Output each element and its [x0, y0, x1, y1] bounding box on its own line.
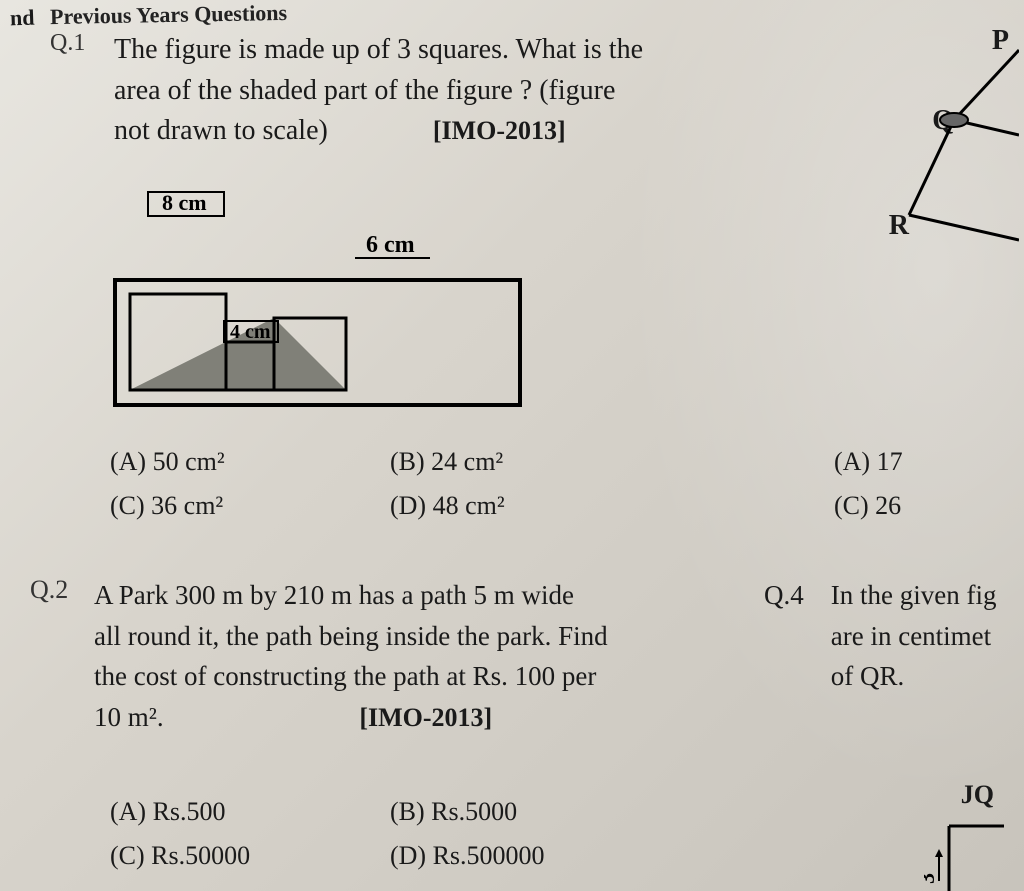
q2-number: Q.2 [30, 575, 90, 605]
q1-figure: 8 cm 4 cm 6 cm [90, 190, 540, 410]
question-4-partial: Q.4 In the given fig are in centimet of … [764, 575, 1024, 697]
label-3: 3 [924, 873, 939, 884]
right-opt-a: (A) 17 [834, 440, 984, 484]
label-4cm: 4 cm [230, 321, 271, 343]
q4-number: Q.4 [764, 575, 824, 616]
q2-opt-b: (B) Rs.5000 [390, 790, 670, 834]
header-text: Previous Years Questions [50, 0, 288, 30]
q2-line3: the cost of constructing the path at Rs.… [94, 661, 596, 691]
q4-line2: are in centimet [831, 621, 991, 651]
q2-text: A Park 300 m by 210 m has a path 5 m wid… [94, 575, 734, 737]
q1-line3: not drawn to scale) [114, 115, 328, 146]
edge-label: nd [10, 5, 35, 32]
q1-number: Q.1 [50, 30, 110, 57]
q2-opt-d: (D) Rs.500000 [390, 834, 670, 878]
q4-line1: In the given fig [831, 580, 997, 610]
line-pq [954, 50, 1019, 120]
question-2: Q.2 A Park 300 m by 210 m has a path 5 m… [30, 575, 750, 737]
page-root: nd Previous Years Questions Q.1 The figu… [0, 0, 1024, 891]
bottom-figure-svg: 3 [924, 821, 1004, 891]
q4-line3: of QR. [831, 661, 905, 691]
q2-options: (A) Rs.500 (B) Rs.5000 (C) Rs.50000 (D) … [110, 790, 670, 878]
right-figure-svg [899, 40, 1019, 260]
q1-text: The figure is made up of 3 squares. What… [114, 30, 754, 152]
q1-opt-b: (B) 24 cm² [390, 440, 670, 484]
q1-options: (A) 50 cm² (B) 24 cm² (C) 36 cm² (D) 48 … [110, 440, 670, 528]
q1-imo-tag: [IMO-2013] [433, 116, 566, 145]
q4-text: In the given fig are in centimet of QR. [831, 575, 1016, 697]
label-6cm: 6 cm [366, 232, 415, 258]
q2-line1: A Park 300 m by 210 m has a path 5 m wid… [94, 580, 574, 610]
q2-line4: 10 m². [94, 702, 164, 732]
q2-opt-a: (A) Rs.500 [110, 790, 390, 834]
right-opt-c: (C) 26 [834, 484, 984, 528]
q1-line1: The figure is made up of 3 squares. What… [114, 34, 643, 65]
label-8cm: 8 cm [162, 190, 207, 215]
node-q [940, 113, 968, 127]
q1-opt-c: (C) 36 cm² [110, 484, 390, 528]
question-1: Q.1 The figure is made up of 3 squares. … [50, 30, 770, 152]
q1-opt-d: (D) 48 cm² [390, 484, 670, 528]
q2-opt-c: (C) Rs.50000 [110, 834, 390, 878]
line-r-right [909, 215, 1019, 240]
q2-imo-tag: [IMO-2013] [359, 703, 492, 732]
arrow-up [935, 849, 943, 857]
jq-label: JQ [961, 780, 994, 810]
line-qr [909, 120, 954, 215]
q1-opt-a: (A) 50 cm² [110, 440, 390, 484]
q2-line2: all round it, the path being inside the … [94, 621, 608, 651]
q1-line2: area of the shaded part of the figure ? … [114, 75, 615, 106]
right-options: (A) 17 (C) 26 [834, 440, 984, 528]
q1-figure-svg: 8 cm 4 cm 6 cm [90, 190, 540, 410]
